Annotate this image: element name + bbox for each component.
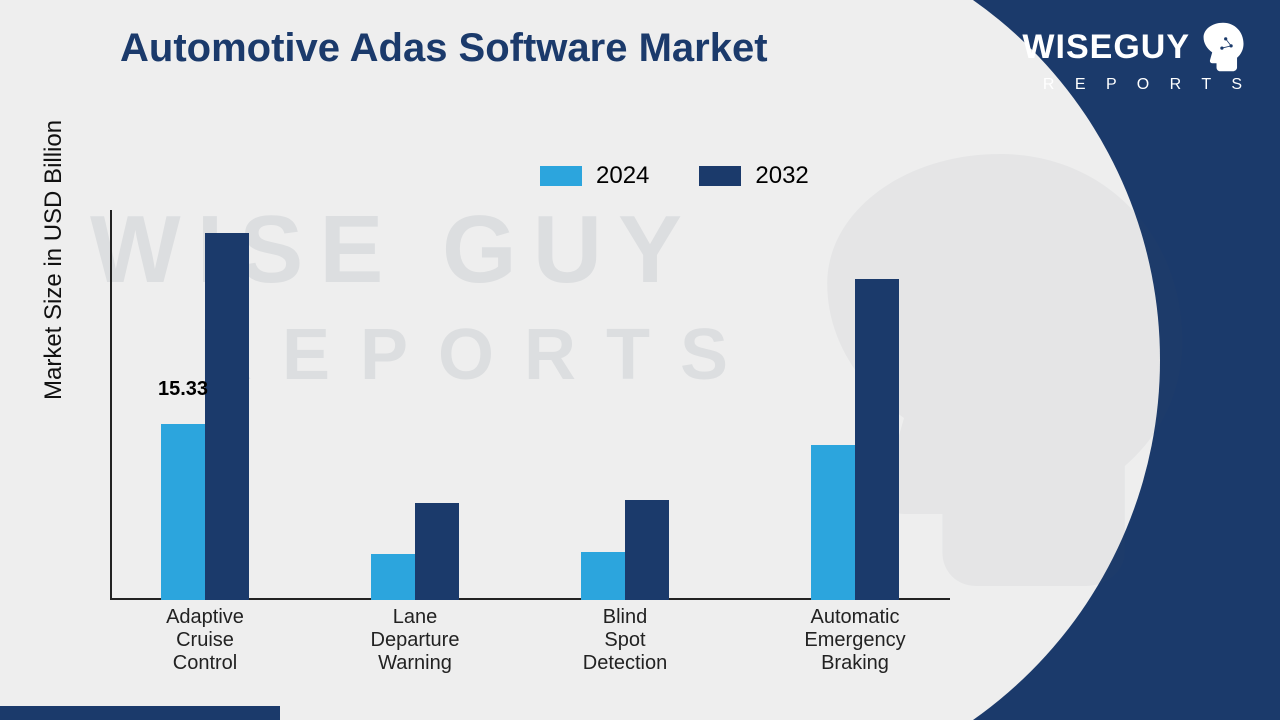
bar-value-label: 15.33 bbox=[158, 378, 208, 401]
category-label: AdaptiveCruiseControl bbox=[125, 606, 285, 675]
legend-item-2032: 2032 bbox=[699, 162, 808, 190]
legend-item-2024: 2024 bbox=[540, 162, 649, 190]
bar bbox=[811, 445, 855, 600]
y-axis-line bbox=[110, 210, 112, 600]
bar bbox=[205, 233, 249, 600]
bar bbox=[581, 552, 625, 600]
bar-group: BlindSpotDetection bbox=[560, 500, 690, 600]
legend-label-2032: 2032 bbox=[755, 162, 808, 190]
brand-line1: WISEGUY bbox=[1022, 28, 1190, 67]
chart-plot-area: AdaptiveCruiseControl15.33 LaneDepartureW… bbox=[110, 210, 950, 600]
chart-canvas: WISE GUY REPORTS WISEGUY R E P O R T S A… bbox=[0, 0, 1280, 720]
legend-swatch-2024 bbox=[540, 166, 582, 186]
bar bbox=[161, 424, 205, 600]
brand-head-icon bbox=[1196, 20, 1250, 74]
legend-swatch-2032 bbox=[699, 166, 741, 186]
brand-line2: R E P O R T S bbox=[1022, 76, 1250, 94]
bar-group: AdaptiveCruiseControl15.33 bbox=[140, 233, 270, 600]
legend: 2024 2032 bbox=[540, 162, 809, 190]
category-label: AutomaticEmergencyBraking bbox=[775, 606, 935, 675]
chart-title: Automotive Adas Software Market bbox=[120, 26, 768, 71]
category-label: BlindSpotDetection bbox=[545, 606, 705, 675]
bottom-accent-bar bbox=[0, 706, 280, 720]
bar bbox=[415, 503, 459, 601]
legend-label-2024: 2024 bbox=[596, 162, 649, 190]
bar bbox=[855, 279, 899, 600]
bar bbox=[625, 500, 669, 600]
bar-group: LaneDepartureWarning bbox=[350, 503, 480, 601]
bar-group: AutomaticEmergencyBraking bbox=[790, 279, 920, 600]
bar bbox=[371, 554, 415, 600]
y-axis-label: Market Size in USD Billion bbox=[40, 120, 68, 400]
brand-logo: WISEGUY R E P O R T S bbox=[1022, 20, 1250, 94]
category-label: LaneDepartureWarning bbox=[335, 606, 495, 675]
